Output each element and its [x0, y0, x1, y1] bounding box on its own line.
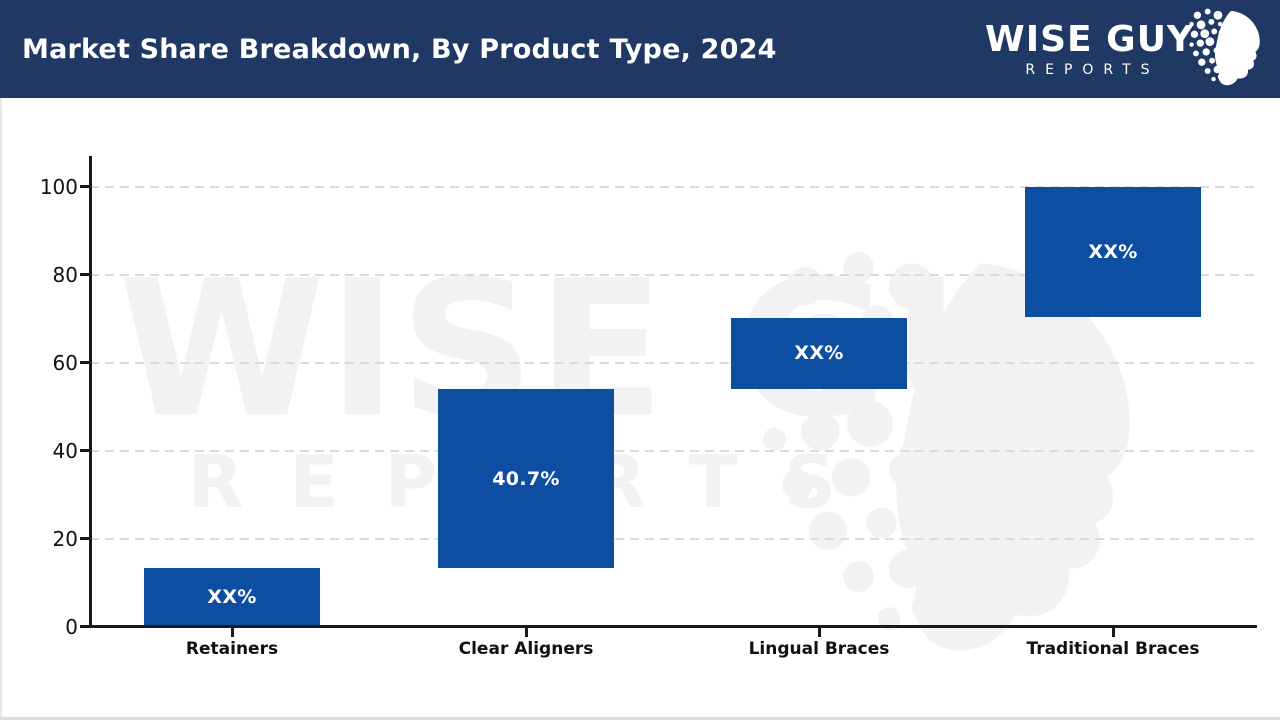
gridline-100 [90, 185, 1255, 188]
bar-value-label: XX% [207, 586, 257, 609]
x-tick-mark [817, 628, 821, 637]
x-tick-mark [230, 628, 234, 637]
y-tick-mark [80, 185, 90, 188]
bar-retainers: XX% [144, 568, 320, 627]
bar-clear-aligners: 40.7% [438, 389, 614, 569]
x-tick-mark [1111, 628, 1115, 637]
logo-secondary-text: REPORTS [1025, 61, 1160, 78]
y-tick-mark [80, 625, 90, 628]
y-tick-mark [80, 273, 90, 276]
wise-guy-logo: WISE GUY REPORTS [985, 0, 1270, 98]
y-tick-mark [80, 537, 90, 540]
header-bar: Market Share Breakdown, By Product Type,… [0, 0, 1280, 98]
y-tick-label: 60 [52, 350, 78, 375]
logo-text: WISE GUY REPORTS [984, 18, 1194, 78]
bar-lingual-braces: XX% [731, 317, 907, 390]
x-axis-line [88, 625, 1257, 628]
gridline-40 [90, 449, 1255, 452]
x-tick-mark [524, 628, 528, 637]
bar-value-label: XX% [1088, 240, 1138, 263]
bar-value-label: XX% [794, 342, 844, 365]
y-axis-line [89, 156, 92, 628]
y-tick-label: 0 [65, 614, 78, 639]
y-tick-label: 20 [52, 526, 78, 551]
x-category-label-retainers: Retainers [185, 639, 279, 659]
gridline-20 [90, 537, 1255, 540]
wise-guy-face-icon [1182, 5, 1270, 93]
gridline-80 [90, 273, 1255, 276]
y-tick-label: 100 [39, 174, 78, 199]
x-category-label-clear-aligners: Clear Aligners [458, 639, 594, 659]
bar-traditional-braces: XX% [1025, 186, 1201, 318]
x-category-label-traditional-braces: Traditional Braces [1026, 639, 1200, 659]
gridline-60 [90, 361, 1255, 364]
y-tick-label: 80 [52, 262, 78, 287]
y-tick-mark [80, 449, 90, 452]
logo-primary-text: WISE GUY [984, 18, 1194, 60]
y-tick-label: 40 [52, 438, 78, 463]
bar-value-label: 40.7% [492, 467, 560, 490]
page-title: Market Share Breakdown, By Product Type,… [22, 33, 777, 65]
chart-area: WISE GU REPORTS 020406080100XX%40.7%XX%X… [0, 98, 1280, 717]
x-category-label-lingual-braces: Lingual Braces [748, 639, 890, 659]
y-tick-mark [80, 361, 90, 364]
